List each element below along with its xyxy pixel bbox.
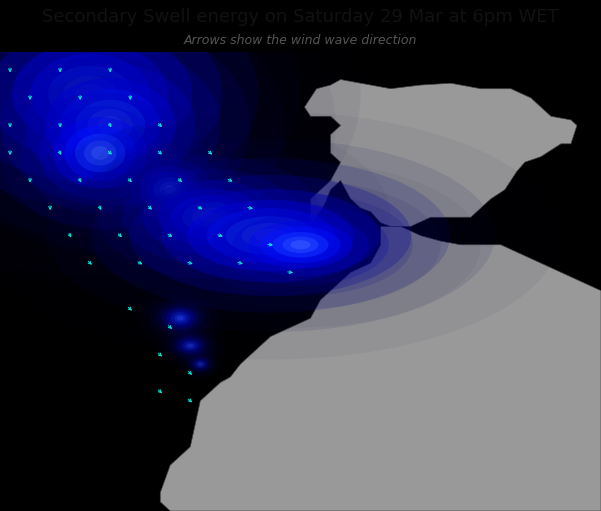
Ellipse shape (75, 84, 105, 104)
Ellipse shape (0, 0, 258, 207)
Ellipse shape (158, 189, 263, 246)
Ellipse shape (46, 139, 495, 332)
Polygon shape (160, 226, 601, 511)
Ellipse shape (139, 166, 201, 214)
Ellipse shape (156, 303, 204, 334)
Ellipse shape (182, 202, 239, 233)
Ellipse shape (290, 240, 311, 249)
Ellipse shape (84, 141, 117, 166)
Ellipse shape (187, 355, 214, 374)
Ellipse shape (98, 117, 123, 134)
Ellipse shape (160, 180, 441, 309)
Ellipse shape (153, 177, 187, 202)
Ellipse shape (195, 360, 206, 368)
Ellipse shape (162, 189, 379, 283)
Ellipse shape (0, 6, 222, 183)
Ellipse shape (75, 134, 126, 172)
Ellipse shape (53, 117, 147, 189)
Ellipse shape (150, 298, 211, 338)
Ellipse shape (30, 54, 150, 134)
Ellipse shape (162, 306, 198, 330)
Ellipse shape (187, 200, 354, 271)
Ellipse shape (141, 292, 219, 344)
Ellipse shape (198, 363, 203, 365)
Ellipse shape (129, 175, 412, 296)
Ellipse shape (174, 314, 187, 322)
Ellipse shape (0, 76, 201, 230)
Ellipse shape (39, 106, 162, 200)
Ellipse shape (192, 207, 228, 227)
Ellipse shape (159, 181, 181, 198)
Ellipse shape (122, 169, 299, 266)
Ellipse shape (91, 158, 450, 313)
Ellipse shape (248, 221, 353, 269)
Ellipse shape (254, 229, 287, 243)
Ellipse shape (170, 333, 211, 358)
Ellipse shape (212, 204, 389, 285)
Ellipse shape (142, 180, 278, 254)
Ellipse shape (188, 193, 413, 296)
Ellipse shape (48, 66, 132, 123)
Ellipse shape (260, 226, 341, 263)
Ellipse shape (0, 26, 192, 163)
Ellipse shape (64, 125, 136, 180)
Ellipse shape (91, 146, 109, 160)
Ellipse shape (164, 185, 176, 194)
Ellipse shape (171, 312, 190, 324)
Ellipse shape (75, 100, 145, 151)
Ellipse shape (206, 208, 335, 263)
Ellipse shape (177, 316, 184, 320)
Ellipse shape (60, 89, 160, 162)
Ellipse shape (183, 352, 218, 376)
Ellipse shape (197, 362, 204, 366)
Ellipse shape (0, 44, 221, 206)
Ellipse shape (175, 336, 206, 355)
Ellipse shape (21, 92, 180, 214)
Ellipse shape (190, 357, 211, 371)
Ellipse shape (242, 223, 299, 248)
Ellipse shape (25, 63, 195, 188)
Ellipse shape (188, 344, 194, 347)
Ellipse shape (225, 216, 316, 255)
Ellipse shape (0, 0, 285, 254)
Ellipse shape (129, 158, 211, 221)
Text: Arrows show the wind wave direction: Arrows show the wind wave direction (184, 34, 417, 47)
Text: Secondary Swell energy on Saturday 29 Mar at 6pm WET: Secondary Swell energy on Saturday 29 Ma… (42, 8, 559, 26)
Ellipse shape (103, 138, 237, 241)
Ellipse shape (178, 338, 203, 353)
Ellipse shape (185, 342, 196, 349)
Ellipse shape (45, 78, 175, 173)
Ellipse shape (0, 22, 251, 228)
Ellipse shape (0, 0, 300, 236)
Ellipse shape (166, 309, 194, 328)
Ellipse shape (70, 140, 350, 294)
Ellipse shape (182, 341, 199, 351)
Ellipse shape (164, 330, 217, 362)
Ellipse shape (117, 149, 223, 230)
Ellipse shape (146, 171, 194, 208)
Ellipse shape (0, 57, 227, 249)
Ellipse shape (200, 212, 221, 223)
Ellipse shape (86, 125, 254, 254)
Ellipse shape (88, 109, 133, 142)
Ellipse shape (272, 232, 329, 258)
Ellipse shape (170, 195, 251, 239)
Ellipse shape (233, 214, 368, 276)
Ellipse shape (282, 237, 319, 253)
Ellipse shape (192, 359, 209, 369)
Polygon shape (305, 80, 577, 226)
Ellipse shape (12, 42, 168, 147)
Ellipse shape (63, 76, 117, 112)
Ellipse shape (98, 155, 323, 279)
